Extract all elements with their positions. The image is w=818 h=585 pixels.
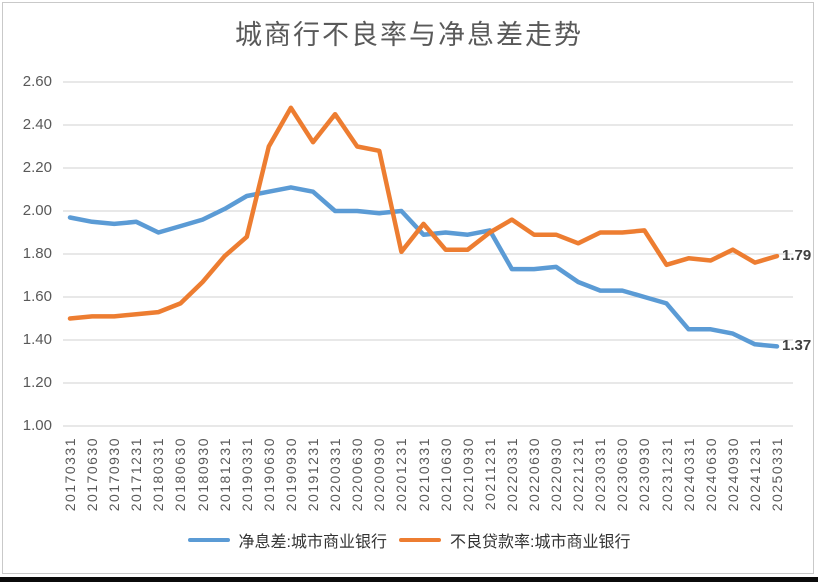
y-axis-label: 1.20 <box>22 374 52 391</box>
x-axis-label: 20200930 <box>371 437 388 512</box>
legend: 净息差:城市商业银行 不良贷款率:城市商业银行 <box>0 529 818 551</box>
npl-line-swatch-icon <box>399 538 441 542</box>
y-axis-label: 2.20 <box>22 159 52 176</box>
x-axis-label: 20210930 <box>459 437 476 512</box>
x-axis-label: 20180331 <box>150 437 167 512</box>
y-axis-label: 1.40 <box>22 331 52 348</box>
data-label-npl-last: 1.79 <box>782 247 812 265</box>
y-axis-label: 1.80 <box>22 245 52 262</box>
x-axis-label: 20210630 <box>437 437 454 512</box>
x-axis-label: 20230331 <box>592 437 609 512</box>
x-axis-label: 20200331 <box>327 437 344 512</box>
legend-item-nim: 净息差:城市商业银行 <box>187 528 387 552</box>
y-axis-label: 1.00 <box>22 417 52 434</box>
x-axis-label: 20230930 <box>636 437 653 512</box>
x-axis-label: 20170630 <box>84 437 101 512</box>
x-axis-label: 20190630 <box>260 437 277 512</box>
x-axis-label: 20171231 <box>128 437 145 512</box>
x-axis-label: 20220331 <box>503 437 520 512</box>
x-axis-label: 20180930 <box>194 437 211 512</box>
legend-label-npl: 不良贷款率:城市商业银行 <box>450 534 631 551</box>
y-axis-label: 2.40 <box>22 116 52 133</box>
legend-label-nim: 净息差:城市商业银行 <box>238 534 387 551</box>
y-axis-label: 1.60 <box>22 288 52 305</box>
x-axis-label: 20211231 <box>481 437 498 511</box>
x-axis-label: 20181231 <box>216 437 233 512</box>
x-axis-label: 20190930 <box>282 437 299 512</box>
x-axis-label: 20170930 <box>106 437 123 512</box>
x-axis-label: 20220930 <box>548 437 565 512</box>
nim-line-swatch-icon <box>187 538 230 542</box>
x-axis-label: 20231231 <box>658 437 675 512</box>
x-axis-label: 20250331 <box>769 437 785 512</box>
x-axis-label: 20240930 <box>724 437 741 512</box>
x-axis-label: 20201231 <box>393 437 410 512</box>
x-axis-label: 20190331 <box>238 437 255 512</box>
legend-item-npl: 不良贷款率:城市商业银行 <box>399 528 630 552</box>
x-axis-label: 20191231 <box>305 437 322 512</box>
data-label-nim-last: 1.37 <box>782 337 812 355</box>
x-axis-label: 20241231 <box>746 437 763 512</box>
x-axis-label: 20180630 <box>172 437 189 512</box>
x-axis-label: 20230630 <box>614 437 631 512</box>
window-bottom-edge <box>0 577 818 582</box>
x-axis-label: 20240331 <box>680 437 697 512</box>
y-axis-label: 2.00 <box>22 202 52 219</box>
x-axis-label: 20240630 <box>702 437 719 512</box>
x-axis-label: 20200630 <box>349 437 366 512</box>
x-axis-label: 20221231 <box>570 437 587 512</box>
x-axis-label: 20220630 <box>525 437 542 512</box>
chart-title: 城商行不良率与净息差走势 <box>235 20 583 50</box>
y-axis-label: 2.60 <box>22 73 52 90</box>
chart-border <box>2 2 814 574</box>
x-axis-label: 20210331 <box>415 437 432 512</box>
x-axis-label: 20170331 <box>62 437 78 512</box>
